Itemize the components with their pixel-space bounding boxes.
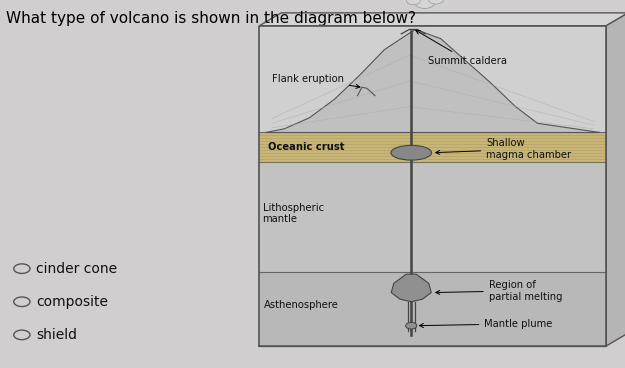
- Text: composite: composite: [36, 295, 108, 309]
- Text: Lithospheric
mantle: Lithospheric mantle: [262, 203, 324, 224]
- Polygon shape: [259, 132, 606, 162]
- Circle shape: [406, 322, 417, 329]
- Polygon shape: [259, 26, 606, 132]
- Circle shape: [429, 0, 444, 4]
- Polygon shape: [259, 162, 606, 272]
- Polygon shape: [259, 26, 606, 346]
- Circle shape: [407, 0, 420, 5]
- Polygon shape: [606, 13, 625, 346]
- Text: Mantle plume: Mantle plume: [419, 319, 552, 329]
- Text: shield: shield: [36, 328, 78, 342]
- Circle shape: [415, 0, 435, 8]
- Ellipse shape: [391, 145, 431, 160]
- Text: Region of
partial melting: Region of partial melting: [436, 280, 562, 301]
- Polygon shape: [391, 274, 431, 302]
- Polygon shape: [266, 29, 600, 132]
- Polygon shape: [259, 13, 625, 26]
- Text: What type of volcano is shown in the diagram below?: What type of volcano is shown in the dia…: [6, 11, 416, 26]
- Text: Shallow
magma chamber: Shallow magma chamber: [436, 138, 571, 160]
- Text: cinder cone: cinder cone: [36, 262, 118, 276]
- Text: Flank eruption: Flank eruption: [272, 74, 360, 88]
- Text: Summit caldera: Summit caldera: [416, 30, 507, 66]
- Polygon shape: [259, 272, 606, 346]
- Text: Asthenosphere: Asthenosphere: [264, 300, 339, 311]
- Text: Oceanic crust: Oceanic crust: [268, 142, 344, 152]
